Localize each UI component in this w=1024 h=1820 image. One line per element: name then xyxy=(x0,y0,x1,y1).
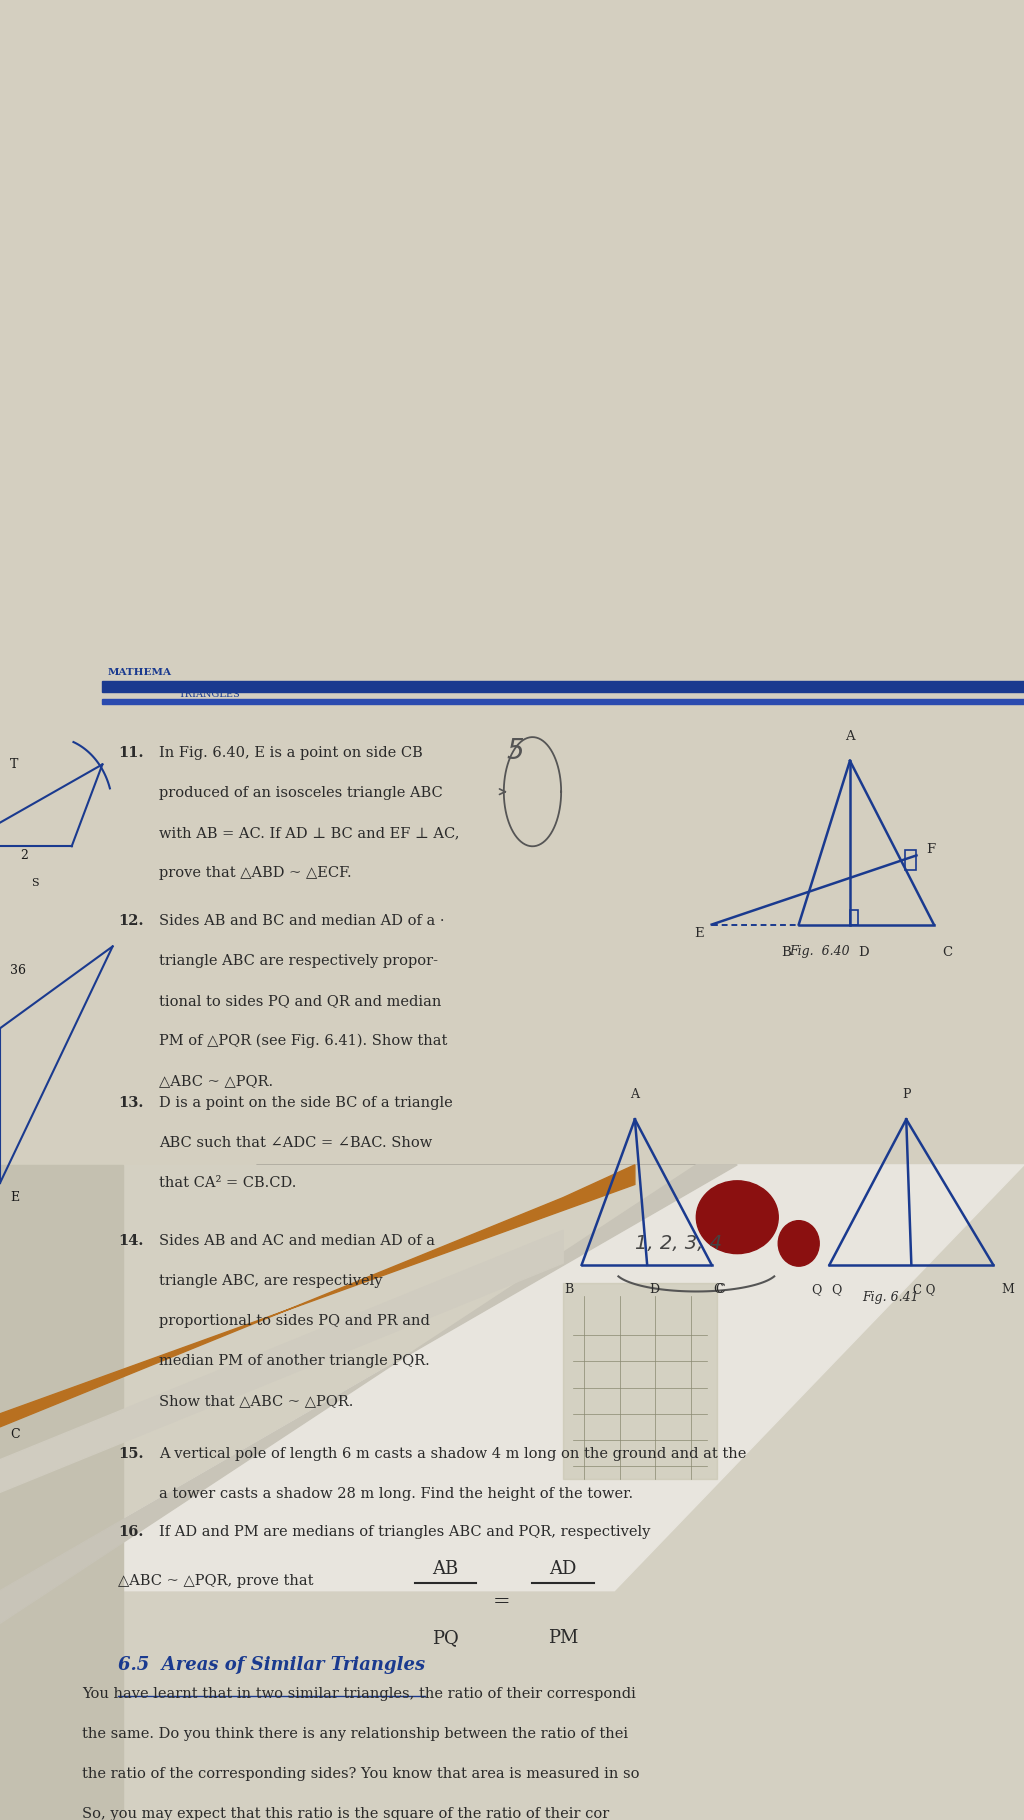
Text: prove that △ABD ~ △ECF.: prove that △ABD ~ △ECF. xyxy=(159,866,351,881)
Bar xyxy=(905,850,916,870)
Text: B: B xyxy=(564,1283,573,1296)
Text: with AB = AC. If AD ⊥ BC and EF ⊥ AC,: with AB = AC. If AD ⊥ BC and EF ⊥ AC, xyxy=(159,826,459,841)
Text: tional to sides PQ and QR and median: tional to sides PQ and QR and median xyxy=(159,994,441,1008)
Text: △ABC ~ △PQR.: △ABC ~ △PQR. xyxy=(159,1074,272,1088)
Text: =: = xyxy=(493,1592,511,1611)
Ellipse shape xyxy=(778,1221,819,1267)
Text: 11.: 11. xyxy=(118,746,143,761)
Text: PM: PM xyxy=(548,1629,579,1647)
Text: D is a point on the side BC of a triangle: D is a point on the side BC of a triangl… xyxy=(159,1096,453,1110)
Bar xyxy=(563,1283,717,1480)
Text: E: E xyxy=(10,1192,19,1205)
Text: D: D xyxy=(858,946,868,959)
Text: C: C xyxy=(714,1283,723,1296)
Text: proportional to sides PQ and PR and: proportional to sides PQ and PR and xyxy=(159,1314,430,1329)
Text: 12.: 12. xyxy=(118,914,143,928)
Text: So, you may expect that this ratio is the square of the ratio of their cor: So, you may expect that this ratio is th… xyxy=(82,1807,609,1820)
Text: C: C xyxy=(10,1429,19,1441)
Text: A: A xyxy=(845,730,855,743)
Text: E: E xyxy=(694,926,703,941)
Polygon shape xyxy=(0,1230,563,1492)
Text: MATHEMA: MATHEMA xyxy=(108,668,171,677)
Text: the same. Do you think there is any relationship between the ratio of thei: the same. Do you think there is any rela… xyxy=(82,1727,628,1742)
Text: A: A xyxy=(631,1088,639,1101)
Text: C: C xyxy=(715,1283,724,1296)
Text: Show that △ABC ~ △PQR.: Show that △ABC ~ △PQR. xyxy=(159,1394,353,1409)
Text: 14.: 14. xyxy=(118,1234,143,1249)
Text: the ratio of the corresponding sides? You know that area is measured in so: the ratio of the corresponding sides? Yo… xyxy=(82,1767,639,1782)
Text: 13.: 13. xyxy=(118,1096,143,1110)
Text: triangle ABC are respectively propor-: triangle ABC are respectively propor- xyxy=(159,954,437,968)
Text: median PM of another triangle PQR.: median PM of another triangle PQR. xyxy=(159,1354,429,1369)
Text: PQ: PQ xyxy=(432,1629,459,1647)
Text: 6.5  Areas of Similar Triangles: 6.5 Areas of Similar Triangles xyxy=(118,1656,425,1674)
Text: 5: 5 xyxy=(507,737,524,764)
Polygon shape xyxy=(0,1165,737,1623)
Text: Fig. 6.41: Fig. 6.41 xyxy=(862,1292,920,1305)
Text: produced of an isosceles triangle ABC: produced of an isosceles triangle ABC xyxy=(159,786,442,801)
Polygon shape xyxy=(0,1165,635,1427)
Text: △ABC ~ △PQR, prove that: △ABC ~ △PQR, prove that xyxy=(118,1574,313,1589)
Text: B: B xyxy=(780,946,791,959)
Text: C: C xyxy=(942,946,952,959)
Text: A vertical pole of length 6 m casts a shadow 4 m long on the ground and at the: A vertical pole of length 6 m casts a sh… xyxy=(159,1447,746,1461)
Text: 1, 2, 3, 4: 1, 2, 3, 4 xyxy=(635,1234,722,1252)
Bar xyxy=(102,699,1024,704)
Text: 15.: 15. xyxy=(118,1447,143,1461)
Bar xyxy=(0,1460,1024,1820)
Text: 36: 36 xyxy=(10,965,27,977)
Text: a tower casts a shadow 28 m long. Find the height of the tower.: a tower casts a shadow 28 m long. Find t… xyxy=(159,1487,633,1501)
Text: You have learnt that in two similar triangles, the ratio of their correspondi: You have learnt that in two similar tria… xyxy=(82,1687,636,1702)
Text: triangle ABC, are respectively: triangle ABC, are respectively xyxy=(159,1274,382,1289)
Text: T: T xyxy=(10,759,18,772)
Bar xyxy=(850,910,858,925)
Text: P: P xyxy=(902,1088,910,1101)
Text: AD: AD xyxy=(550,1560,577,1578)
Bar xyxy=(256,1165,1024,1525)
Text: Sides AB and AC and median AD of a: Sides AB and AC and median AD of a xyxy=(159,1234,435,1249)
Text: TRIANGLES: TRIANGLES xyxy=(179,690,241,699)
Text: D: D xyxy=(649,1283,659,1296)
Text: 16.: 16. xyxy=(118,1525,143,1540)
Text: F: F xyxy=(927,843,936,857)
Bar xyxy=(0,1165,123,1820)
Text: AB: AB xyxy=(432,1560,459,1578)
Text: M: M xyxy=(1001,1283,1015,1296)
Text: Q: Q xyxy=(831,1283,842,1296)
Text: S: S xyxy=(31,879,38,888)
Text: that CA² = CB.CD.: that CA² = CB.CD. xyxy=(159,1176,296,1190)
Ellipse shape xyxy=(696,1181,778,1254)
Text: PM of △PQR (see Fig. 6.41). Show that: PM of △PQR (see Fig. 6.41). Show that xyxy=(159,1034,447,1048)
Text: If AD and PM are medians of triangles ABC and PQR, respectively: If AD and PM are medians of triangles AB… xyxy=(159,1525,650,1540)
Text: Sides AB and BC and median AD of a ·: Sides AB and BC and median AD of a · xyxy=(159,914,444,928)
Text: Fig.  6.40: Fig. 6.40 xyxy=(788,946,850,959)
Text: In Fig. 6.40, E is a point on side CB: In Fig. 6.40, E is a point on side CB xyxy=(159,746,423,761)
Text: C Q: C Q xyxy=(913,1283,936,1296)
Bar xyxy=(0,1165,1024,1820)
Text: ABC such that ∠ADC = ∠BAC. Show: ABC such that ∠ADC = ∠BAC. Show xyxy=(159,1136,432,1150)
Text: 2: 2 xyxy=(20,850,29,863)
Polygon shape xyxy=(0,1165,1024,1591)
Text: Q: Q xyxy=(811,1283,821,1296)
Bar xyxy=(102,681,1024,692)
